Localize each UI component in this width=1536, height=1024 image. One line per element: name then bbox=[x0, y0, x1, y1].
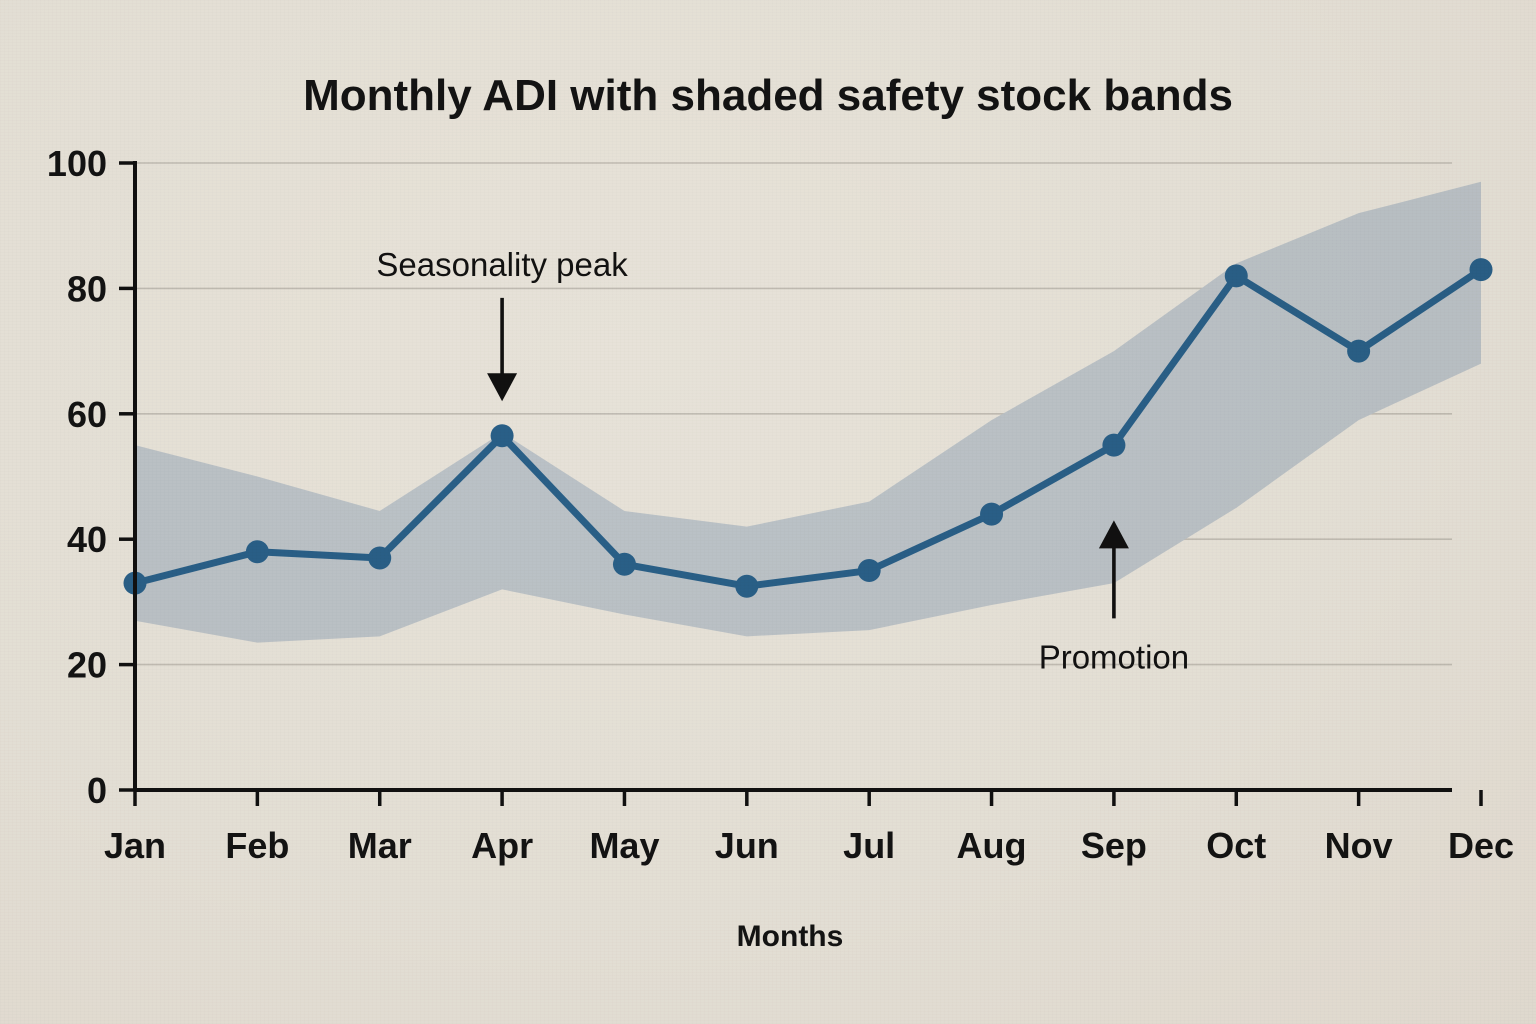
y-tick-label: 0 bbox=[87, 770, 107, 811]
x-tick-label: Oct bbox=[1206, 825, 1266, 866]
data-point-marker bbox=[490, 424, 514, 448]
x-tick-label: Jul bbox=[843, 825, 895, 866]
data-point-marker bbox=[1224, 264, 1248, 288]
data-point-marker bbox=[735, 574, 759, 598]
x-tick-label: Jun bbox=[715, 825, 779, 866]
x-tick-label: Sep bbox=[1081, 825, 1147, 866]
data-point-marker bbox=[1102, 433, 1126, 457]
y-tick-label: 20 bbox=[67, 645, 107, 686]
data-point-marker bbox=[857, 559, 881, 583]
x-tick-label: Mar bbox=[348, 825, 412, 866]
y-tick-label: 100 bbox=[47, 143, 107, 184]
x-tick-label: Apr bbox=[471, 825, 533, 866]
x-tick-label: Aug bbox=[957, 825, 1027, 866]
chart-title: Monthly ADI with shaded safety stock ban… bbox=[303, 71, 1233, 120]
x-axis-title: Months bbox=[737, 920, 844, 953]
data-point-marker bbox=[368, 546, 392, 570]
annotation-label: Promotion bbox=[1039, 638, 1189, 675]
x-tick-label: Nov bbox=[1325, 825, 1393, 866]
x-tick-label: Feb bbox=[225, 825, 289, 866]
data-point-marker bbox=[1469, 258, 1493, 282]
y-tick-label: 80 bbox=[67, 268, 107, 309]
x-tick-label: Jan bbox=[104, 825, 166, 866]
y-tick-label: 60 bbox=[67, 394, 107, 435]
y-tick-label: 40 bbox=[67, 519, 107, 560]
annotation-label: Seasonality peak bbox=[376, 246, 628, 283]
x-tick-label: Dec bbox=[1448, 825, 1514, 866]
data-point-marker bbox=[980, 502, 1004, 526]
data-point-marker bbox=[1347, 339, 1371, 363]
data-point-marker bbox=[612, 552, 636, 576]
data-point-marker bbox=[245, 540, 269, 564]
x-tick-label: May bbox=[589, 825, 659, 866]
